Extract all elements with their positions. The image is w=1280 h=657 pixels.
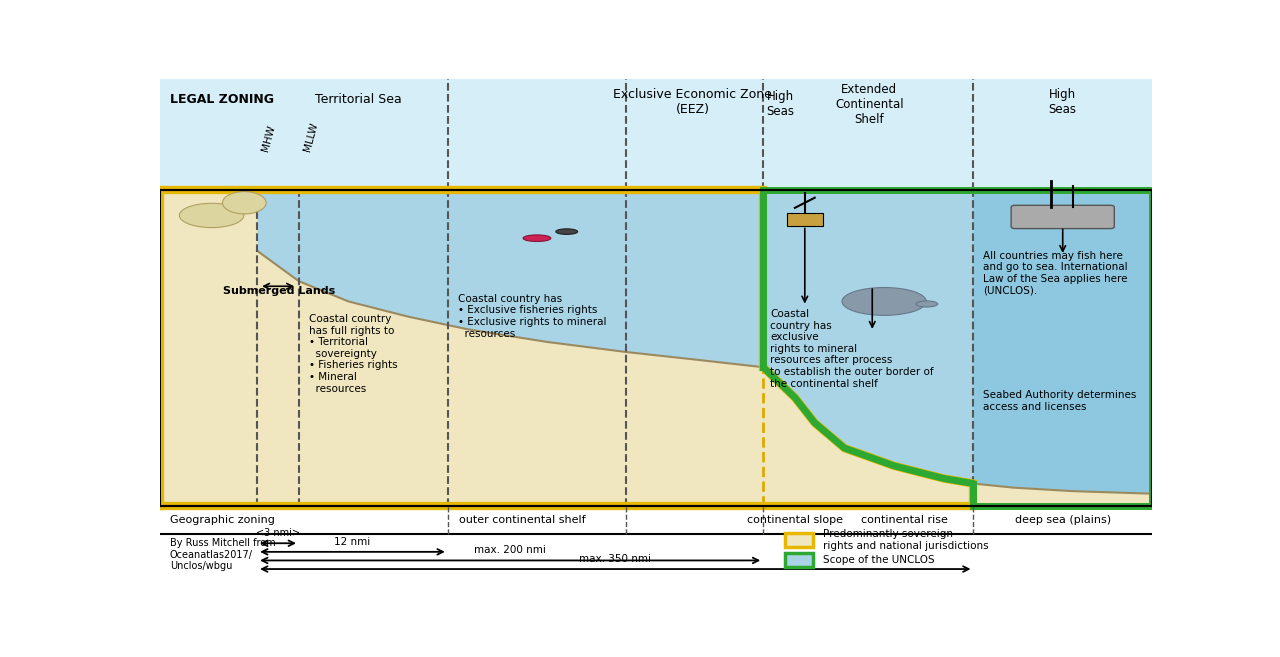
Text: max. 350 nmi: max. 350 nmi	[580, 554, 652, 564]
Text: continental rise: continental rise	[860, 515, 947, 525]
Circle shape	[223, 192, 266, 214]
Bar	[160, 190, 1152, 507]
Ellipse shape	[842, 288, 927, 315]
Text: Coastal
country has
exclusive
rights to mineral
resources after process
to estab: Coastal country has exclusive rights to …	[771, 309, 933, 389]
Ellipse shape	[916, 301, 938, 307]
FancyBboxPatch shape	[1011, 205, 1115, 229]
Text: Territorial Sea: Territorial Sea	[315, 93, 402, 106]
Text: High
Seas: High Seas	[1048, 87, 1076, 116]
Text: 12 nmi: 12 nmi	[334, 537, 371, 547]
Text: Predominantly sovereign
rights and national jurisdictions: Predominantly sovereign rights and natio…	[823, 529, 988, 551]
Text: Coastal country has
• Exclusive fisheries rights
• Exclusive rights to mineral
 : Coastal country has • Exclusive fisherie…	[458, 294, 607, 338]
Text: LEGAL ZONING: LEGAL ZONING	[170, 93, 274, 106]
Text: High
Seas: High Seas	[765, 90, 794, 118]
Ellipse shape	[556, 229, 577, 235]
Text: Submerged Lands: Submerged Lands	[223, 286, 335, 296]
Text: max. 200 nmi: max. 200 nmi	[474, 545, 547, 555]
Text: MHW: MHW	[260, 124, 276, 152]
Text: <3 nmi>: <3 nmi>	[256, 528, 300, 538]
Text: Geographic zoning: Geographic zoning	[170, 515, 275, 525]
Bar	[785, 553, 813, 567]
Text: Seabed Authority determines
access and licenses: Seabed Authority determines access and l…	[983, 390, 1137, 411]
Text: All countries may fish here
and go to sea. International
Law of the Sea applies : All countries may fish here and go to se…	[983, 251, 1128, 296]
Polygon shape	[257, 190, 1152, 493]
Text: deep sea (plains): deep sea (plains)	[1015, 515, 1111, 525]
Text: Coastal country
has full rights to
• Territorial
  sovereignty
• Fisheries right: Coastal country has full rights to • Ter…	[308, 314, 397, 394]
Bar	[160, 79, 1152, 190]
Ellipse shape	[524, 235, 550, 242]
Text: Exclusive Economic Zone
(EEZ): Exclusive Economic Zone (EEZ)	[613, 87, 772, 116]
Bar	[785, 533, 813, 547]
Polygon shape	[160, 190, 1152, 507]
Text: Extended
Continental
Shelf: Extended Continental Shelf	[835, 83, 904, 125]
Text: By Russ Mitchell from
Oceanatlas2017/
Unclos/wbgu: By Russ Mitchell from Oceanatlas2017/ Un…	[170, 538, 275, 572]
Bar	[787, 213, 823, 225]
Text: MLLW: MLLW	[302, 121, 319, 152]
Text: Scope of the UNCLOS: Scope of the UNCLOS	[823, 555, 934, 565]
Ellipse shape	[179, 203, 243, 227]
Text: outer continental shelf: outer continental shelf	[458, 515, 585, 525]
Polygon shape	[973, 190, 1152, 493]
Text: continental slope: continental slope	[748, 515, 844, 525]
